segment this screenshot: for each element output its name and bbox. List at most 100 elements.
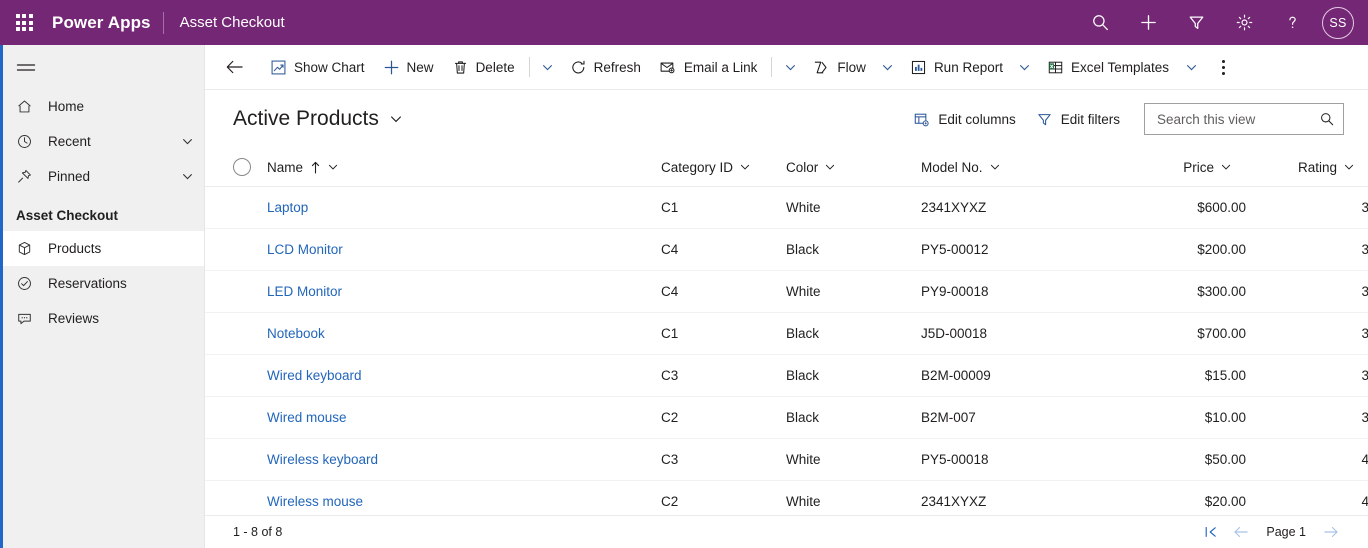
search-icon[interactable] [1076,0,1124,45]
table-row[interactable]: Notebook C1 Black J5D-00018 $700.00 3 [205,312,1368,355]
new-button[interactable]: New [374,49,443,85]
cell-name[interactable]: Laptop [267,186,661,229]
product-link[interactable]: Laptop [267,200,309,215]
cell-name[interactable]: Notebook [267,312,661,355]
row-select-cell[interactable] [205,480,267,515]
chevron-down-icon[interactable] [327,161,339,173]
cell-name[interactable]: Wired mouse [267,396,661,439]
cell-name[interactable]: Wireless mouse [267,480,661,515]
chevron-down-icon[interactable] [824,161,836,173]
chevron-down-icon[interactable] [1220,161,1232,173]
sidebar-item-recent[interactable]: Recent [0,124,204,159]
edit-columns-button[interactable]: Edit columns [903,103,1025,135]
column-header-category-id[interactable]: Category ID [661,148,786,187]
cell-name[interactable]: LED Monitor [267,270,661,313]
cell-rating-text: 4 [1361,452,1368,467]
column-header-label: Price [1183,159,1214,175]
show-chart-button[interactable]: Show Chart [261,49,374,85]
select-all-circle[interactable] [233,158,251,176]
app-name-label[interactable]: Asset Checkout [179,14,285,31]
edit-filters-button[interactable]: Edit filters [1026,103,1130,135]
row-select-cell[interactable] [205,396,267,439]
chevron-down-icon[interactable] [739,161,751,173]
sidebar-group-label: Asset Checkout [16,208,119,223]
table-row[interactable]: Laptop C1 White 2341XYXZ $600.00 3 [205,186,1368,229]
table-row[interactable]: Wired mouse C2 Black B2M-007 $10.00 3 [205,396,1368,439]
chevron-down-icon[interactable] [181,170,194,183]
help-icon[interactable] [1268,0,1316,45]
view-selector[interactable]: Active Products [233,107,403,131]
row-select-cell[interactable] [205,270,267,313]
product-link[interactable]: Wired mouse [267,410,347,425]
plus-icon[interactable] [1124,0,1172,45]
table-row[interactable]: Wired keyboard C3 Black B2M-00009 $15.00 3 [205,354,1368,397]
table-row[interactable]: LCD Monitor C4 Black PY5-00012 $200.00 3 [205,228,1368,271]
table-row[interactable]: LED Monitor C4 White PY9-00018 $300.00 3 [205,270,1368,313]
column-header-model-no[interactable]: Model No. [921,148,1106,187]
cell-name[interactable]: Wireless keyboard [267,438,661,481]
refresh-button[interactable]: Refresh [561,49,650,85]
avatar[interactable]: SS [1322,6,1354,39]
excel-icon [1047,59,1064,76]
chevron-down-icon[interactable] [989,161,1001,173]
row-select-cell[interactable] [205,312,267,355]
trash-icon [452,59,469,76]
run-report-chevron-down-icon[interactable] [1012,49,1038,85]
column-header-rating[interactable]: Rating [1246,148,1368,187]
sidebar-item-pinned[interactable]: Pinned [0,159,204,194]
row-select-cell[interactable] [205,438,267,481]
product-link[interactable]: LCD Monitor [267,242,343,257]
email-a-link-button[interactable]: Email a Link [650,49,767,85]
cell-category-id: C4 [661,270,786,313]
cell-color: White [786,438,921,481]
flow-chevron-down-icon[interactable] [875,49,901,85]
row-select-cell[interactable] [205,354,267,397]
first-page-icon[interactable] [1198,520,1224,544]
report-icon [910,59,927,76]
sidebar-item-home[interactable]: Home [0,89,204,124]
search-this-view-box[interactable] [1144,103,1344,135]
table-row[interactable]: Wireless mouse C2 White 2341XYXZ $20.00 4 [205,480,1368,515]
excel-templates-chevron-down-icon[interactable] [1178,49,1204,85]
product-link[interactable]: Wired keyboard [267,368,362,383]
product-link[interactable]: LED Monitor [267,284,343,299]
excel-templates-button[interactable]: Excel Templates [1038,49,1178,85]
row-select-cell[interactable] [205,228,267,271]
sidebar-item-products[interactable]: Products [0,231,204,266]
brand-label[interactable]: Power Apps [52,12,151,32]
product-link[interactable]: Wireless mouse [267,494,364,509]
product-link[interactable]: Notebook [267,326,325,341]
cell-color-text: White [786,494,821,509]
product-link[interactable]: Wireless keyboard [267,452,379,467]
chevron-down-icon[interactable] [389,112,403,126]
sidebar-item-reservations[interactable]: Reservations [0,266,204,301]
sidebar-item-reviews[interactable]: Reviews [0,301,204,336]
back-arrow-icon[interactable] [217,50,251,84]
cell-model-no: PY9-00018 [921,270,1106,313]
search-icon[interactable] [1315,111,1335,127]
row-select-cell[interactable] [205,186,267,229]
delete-button[interactable]: Delete [443,49,524,85]
cell-name[interactable]: LCD Monitor [267,228,661,271]
chevron-down-icon[interactable] [1343,161,1355,173]
column-header-name[interactable]: Name [267,148,661,187]
email-chevron-down-icon[interactable] [777,49,803,85]
filter-icon[interactable] [1172,0,1220,45]
select-all-header [205,148,267,187]
chevron-down-icon[interactable] [181,135,194,148]
prev-page-icon[interactable] [1228,520,1254,544]
search-input[interactable] [1157,111,1315,127]
gear-icon[interactable] [1220,0,1268,45]
more-commands-icon[interactable] [1208,49,1238,85]
table-row[interactable]: Wireless keyboard C3 White PY5-00018 $50.00 4 [205,438,1368,481]
flow-button[interactable]: Flow [803,49,875,85]
run-report-button[interactable]: Run Report [901,49,1012,85]
column-header-price[interactable]: Price [1106,148,1246,187]
cell-category-id: C4 [661,228,786,271]
delete-chevron-down-icon[interactable] [535,49,561,85]
hamburger-icon[interactable] [0,49,204,89]
next-page-icon[interactable] [1318,520,1344,544]
cell-name[interactable]: Wired keyboard [267,354,661,397]
column-header-color[interactable]: Color [786,148,921,187]
app-launcher-icon[interactable] [0,0,48,45]
